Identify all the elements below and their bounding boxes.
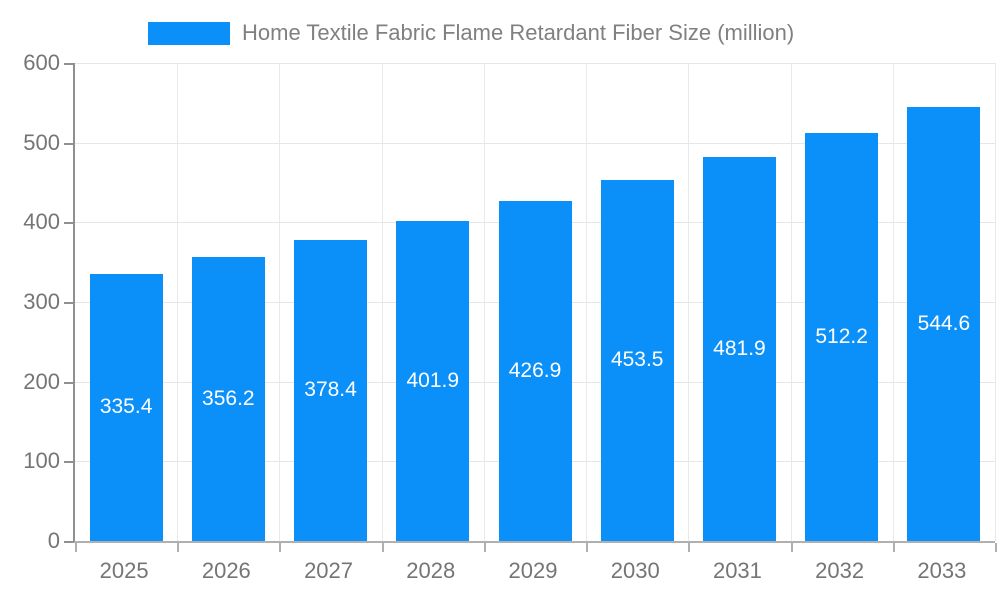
bar-value-label: 481.9 <box>713 337 766 361</box>
bar-2033: 544.6 <box>907 107 981 541</box>
x-axis-tick <box>892 543 895 552</box>
bar-value-label: 512.2 <box>815 324 868 348</box>
bar-value-label: 426.9 <box>508 358 562 382</box>
x-axis-tick <box>177 543 180 552</box>
bar-2032: 512.2 <box>805 132 879 541</box>
bar-value-label: 335.4 <box>99 395 153 419</box>
y-axis-tick-label: 400 <box>23 209 60 235</box>
horizontal-gridline <box>75 63 995 64</box>
vertical-gridline <box>279 63 281 541</box>
x-axis-tick <box>75 543 77 552</box>
x-axis-tick-label: 2027 <box>304 558 354 583</box>
x-axis-tick-label: 2026 <box>201 558 251 583</box>
y-axis-tick <box>64 302 73 304</box>
bar-2025: 335.4 <box>89 273 163 541</box>
y-axis-tick <box>64 142 73 145</box>
x-axis-tick-label: 2029 <box>508 558 558 583</box>
x-axis-tick <box>688 543 691 552</box>
y-axis-tick-label: 0 <box>47 528 60 553</box>
bar-2026: 356.2 <box>191 257 265 541</box>
chart-legend[interactable]: Home Textile Fabric Flame Retardant Fibe… <box>148 20 794 46</box>
legend-swatch-icon[interactable] <box>148 21 230 45</box>
y-axis-tick-label: 600 <box>23 50 60 75</box>
x-axis-tick <box>586 543 589 552</box>
y-axis-tick-label: 100 <box>23 448 60 474</box>
y-axis-tick <box>64 541 73 543</box>
x-axis-tick-label: 2030 <box>610 558 660 583</box>
y-axis-tick <box>64 222 73 225</box>
x-axis-tick <box>381 543 384 552</box>
bar-value-label: 378.4 <box>304 378 357 402</box>
x-axis-tick-label: 2033 <box>917 558 967 583</box>
y-axis-tick-label: 300 <box>23 289 60 314</box>
bar-value-label: 453.5 <box>610 348 664 372</box>
x-axis-tick <box>790 543 793 552</box>
bar-value-label: 544.6 <box>917 312 971 336</box>
bar-value-label: 356.2 <box>202 387 255 411</box>
x-axis-tick-label: 2028 <box>406 558 456 583</box>
vertical-gridline <box>995 63 996 541</box>
vertical-gridline <box>586 63 588 541</box>
vertical-gridline <box>790 63 792 541</box>
vertical-gridline <box>483 63 485 541</box>
y-axis-tick-label: 500 <box>23 129 60 155</box>
y-axis-tick <box>64 381 73 384</box>
y-axis-tick <box>64 63 73 65</box>
bar-2027: 378.4 <box>294 239 368 541</box>
x-axis-tick-label: 2032 <box>815 558 865 583</box>
bar-2029: 426.9 <box>498 200 572 541</box>
x-axis-tick <box>995 543 997 552</box>
y-axis-tick <box>64 461 73 464</box>
vertical-gridline <box>381 63 383 541</box>
x-axis-tick-label: 2025 <box>99 558 149 583</box>
bar-2031: 481.9 <box>702 157 776 541</box>
y-axis-tick-label: 200 <box>23 368 60 394</box>
plot-area: 335.4 356.2 378.4 401.9 426.9 453.5 481.9 512.2… <box>64 63 997 552</box>
x-axis-tick-label: 2031 <box>712 558 762 583</box>
vertical-gridline <box>688 63 690 541</box>
x-axis-tick <box>279 543 282 552</box>
x-axis-tick <box>483 543 486 552</box>
vertical-gridline <box>892 63 894 541</box>
legend-label[interactable]: Home Textile Fabric Flame Retardant Fibe… <box>242 20 795 45</box>
bar-value-label: 401.9 <box>406 368 460 392</box>
horizontal-gridline <box>75 142 995 144</box>
bar-2030: 453.5 <box>600 179 674 541</box>
bar-2028: 401.9 <box>396 220 470 541</box>
vertical-gridline <box>177 63 179 541</box>
